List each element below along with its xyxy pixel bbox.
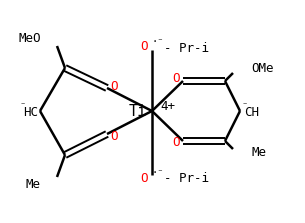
Text: HC: HC <box>23 105 38 118</box>
Text: ⁻: ⁻ <box>242 101 248 111</box>
Text: MeO: MeO <box>19 31 41 45</box>
Text: OMe: OMe <box>251 62 274 76</box>
Text: 4+: 4+ <box>160 99 175 112</box>
Text: O: O <box>141 171 148 184</box>
Text: O: O <box>173 136 180 149</box>
Text: O: O <box>141 41 148 54</box>
Text: Me: Me <box>251 147 266 159</box>
Text: ·⁻: ·⁻ <box>151 168 163 178</box>
Text: Me: Me <box>26 178 41 192</box>
Text: O: O <box>110 80 117 93</box>
Text: CH: CH <box>244 105 259 118</box>
Text: Ti: Ti <box>129 103 147 118</box>
Text: ·⁻: ·⁻ <box>151 37 163 47</box>
Text: - Pr-i: - Pr-i <box>164 171 209 184</box>
Text: O: O <box>173 72 180 85</box>
Text: - Pr-i: - Pr-i <box>164 41 209 54</box>
Text: O: O <box>110 130 117 142</box>
Text: ⁻: ⁻ <box>20 101 26 111</box>
